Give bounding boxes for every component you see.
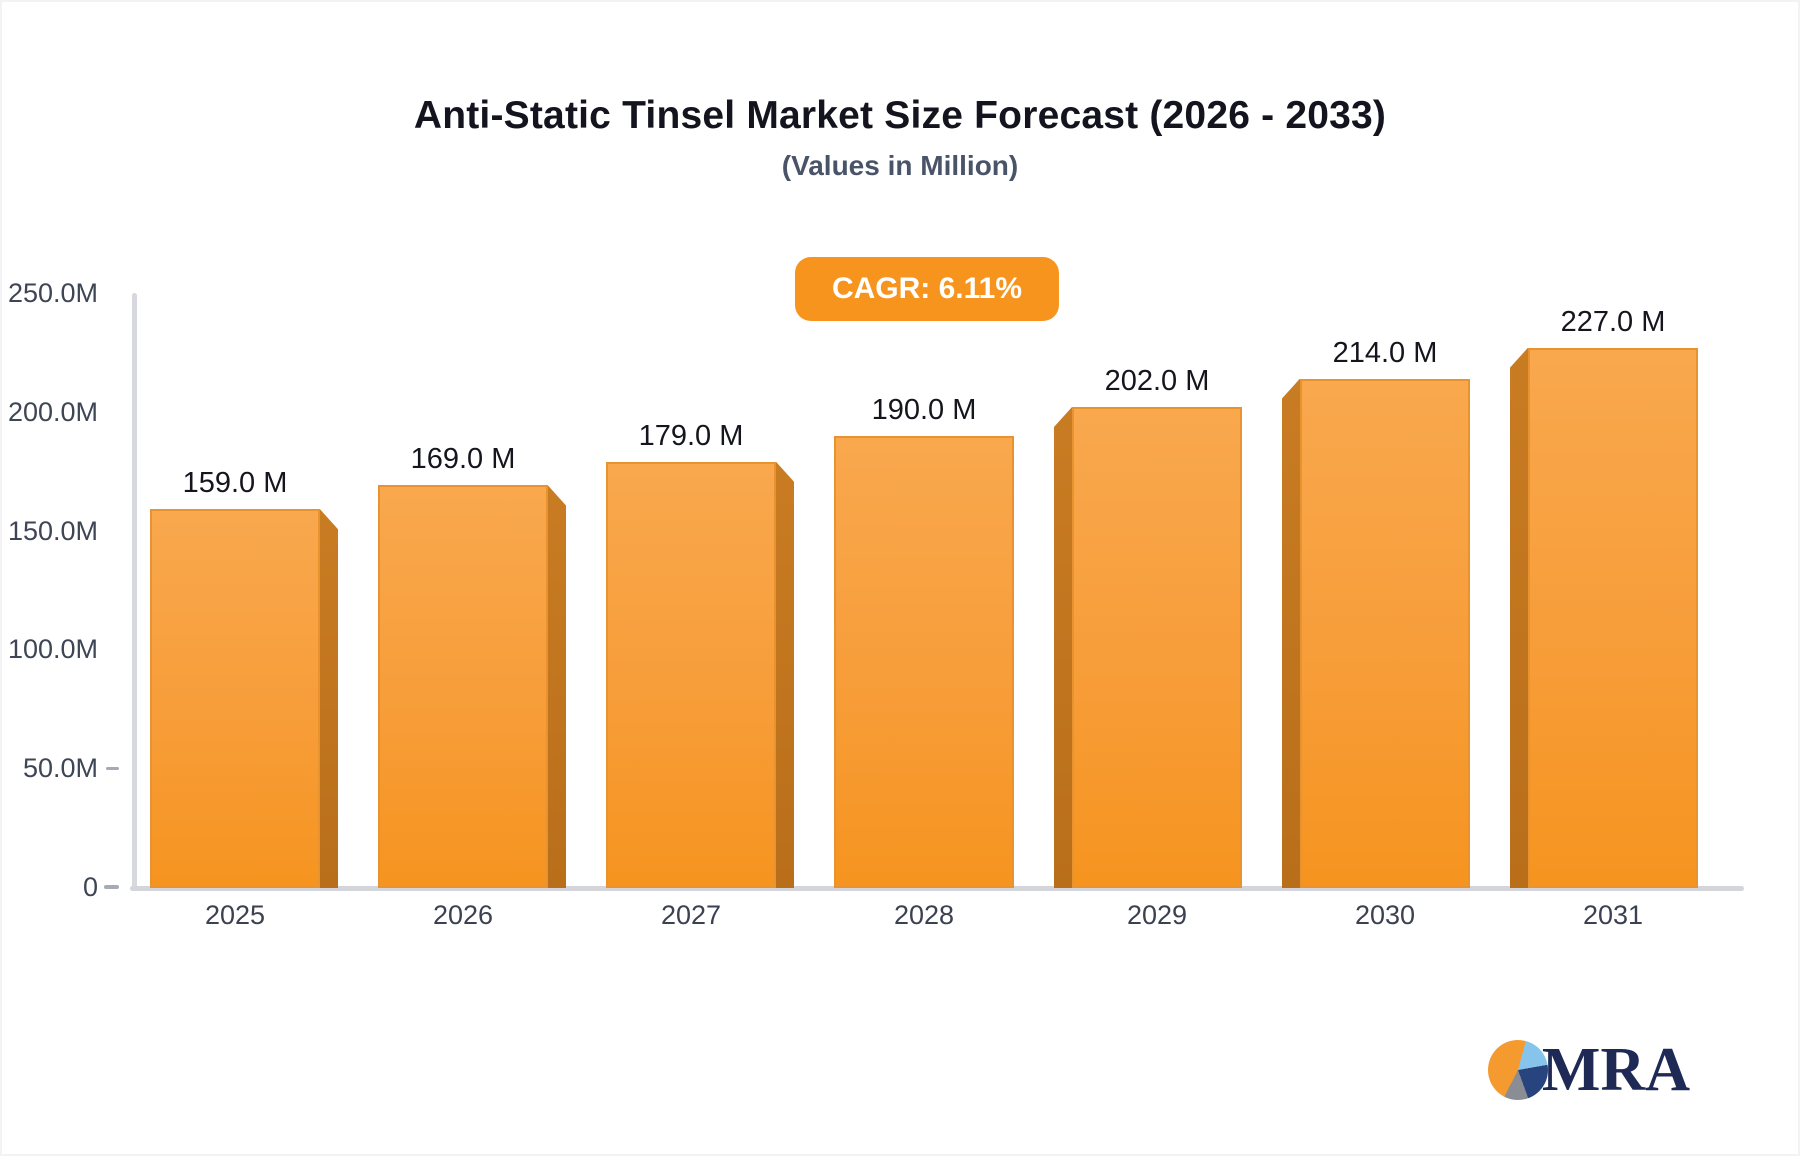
bar-value-label-2030: 214.0 M [1332,336,1438,369]
x-axis-label-2027: 2027 [660,900,722,930]
bar-value-label-2031: 227.0 M [1560,305,1666,338]
y-axis-line [132,293,137,891]
bar-value-label-2029: 202.0 M [1104,365,1210,398]
y-axis-tick-mark [104,885,119,889]
cagr-badge: CAGR: 6.11% [794,257,1060,321]
y-axis-tick-label: 50.0M [22,753,98,784]
bar-value-label-2028: 190.0 M [871,393,977,426]
chart-title: Anti-Static Tinsel Market Size Forecast … [413,94,1387,137]
bar-3d-side-2029 [1054,407,1072,888]
bar-2030 [1300,378,1470,888]
bar-3d-side-2025 [320,509,338,888]
x-axis-baseline [130,886,1744,891]
bar-3d-side-2030 [1282,378,1300,888]
mra-logo: MRA [1487,1036,1690,1104]
bar-3d-side-2027 [776,461,794,888]
bar-3d-side-2026 [548,485,566,888]
x-axis-label-2025: 2025 [204,900,266,930]
y-axis-tick-label: 250.0M [7,278,98,308]
bar-value-label-2026: 169.0 M [410,443,516,476]
x-axis-label-2030: 2030 [1354,900,1416,930]
bar-2025 [150,509,320,888]
y-axis-tick-label: 100.0M [7,634,98,665]
bar-value-label-2025: 159.0 M [182,467,288,500]
y-axis-tick-label: 200.0M [7,396,98,427]
bar-2026 [378,485,548,888]
bar-2031 [1528,347,1698,888]
x-axis-label-2028: 2028 [893,900,955,930]
x-axis-label-2026: 2026 [432,900,494,930]
chart-subtitle: (Values in Million) [781,150,1019,181]
y-axis-tick-label: 0 [82,872,98,902]
bar-2027 [606,461,776,888]
y-axis-tick-label: 150.0M [7,515,98,546]
bar-2028 [834,435,1014,888]
bar-value-label-2027: 179.0 M [638,419,744,452]
bar-2029 [1072,407,1242,888]
bar-3d-side-2031 [1510,347,1528,888]
x-axis-label-2029: 2029 [1126,900,1188,930]
pie-chart-logo-icon [1487,1040,1548,1100]
x-axis-label-2031: 2031 [1582,900,1644,930]
mra-logo-text: MRA [1541,1036,1690,1104]
y-axis-tick-mark [106,766,119,770]
